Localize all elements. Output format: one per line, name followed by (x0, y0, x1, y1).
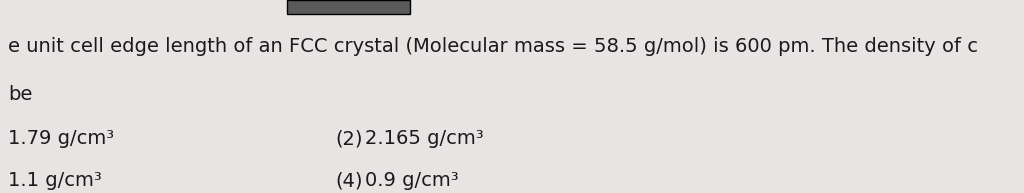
Text: 1.79 g/cm³: 1.79 g/cm³ (8, 129, 115, 148)
Text: 0.9 g/cm³: 0.9 g/cm³ (366, 172, 459, 190)
Text: e unit cell edge length of an FCC crystal (Molecular mass = 58.5 g/mol) is 600 p: e unit cell edge length of an FCC crysta… (8, 37, 978, 56)
Text: (2): (2) (336, 129, 364, 148)
Text: be: be (8, 85, 33, 104)
Text: 2.165 g/cm³: 2.165 g/cm³ (366, 129, 484, 148)
Text: (4): (4) (336, 172, 364, 190)
Text: 1.1 g/cm³: 1.1 g/cm³ (8, 172, 102, 190)
